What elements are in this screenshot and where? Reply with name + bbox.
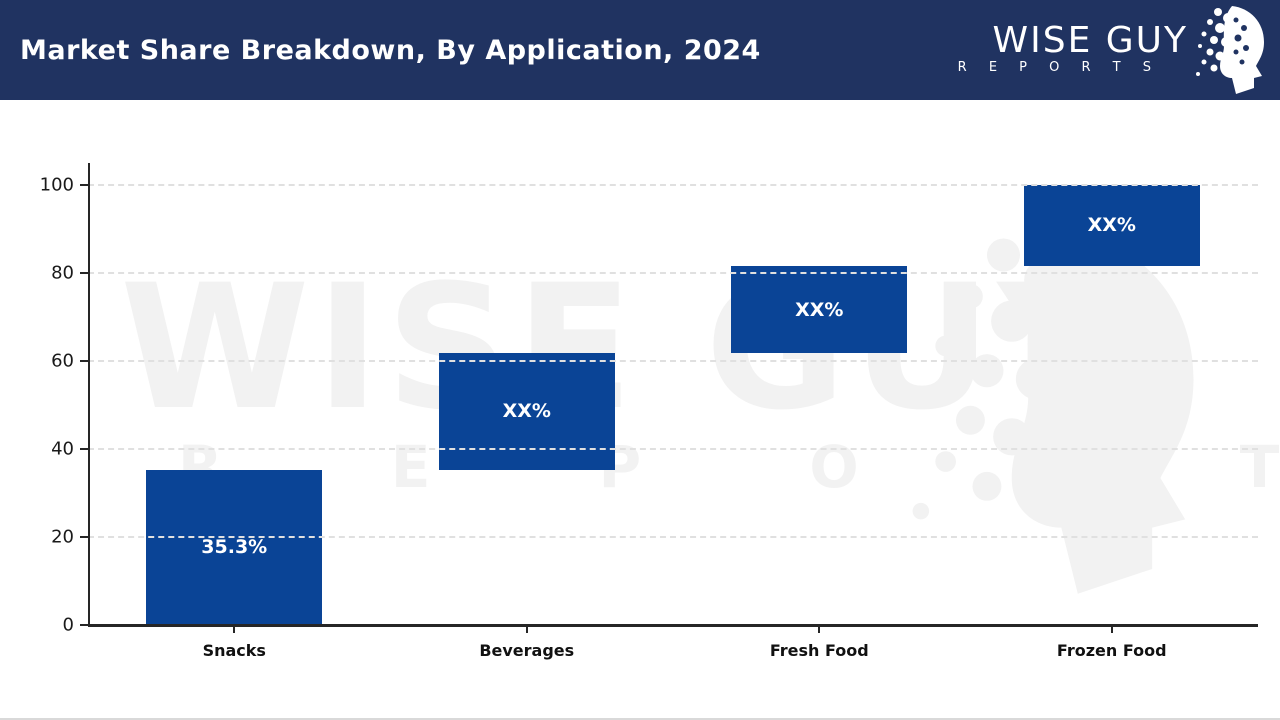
bar-value-label: XX%: [795, 298, 844, 321]
y-tick-mark-60: [80, 360, 88, 362]
y-tick-label-60: 60: [51, 350, 74, 372]
gridline-y-40: [88, 448, 1258, 450]
x-category-label: Beverages: [479, 641, 575, 660]
y-tick-mark-100: [80, 184, 88, 186]
bar-value-label: 35.3%: [201, 536, 268, 559]
y-tick-mark-20: [80, 536, 88, 538]
y-tick-mark-80: [80, 272, 88, 274]
gridline-y-20: [88, 536, 1258, 538]
y-tick-label-100: 100: [39, 174, 74, 196]
y-axis-line: [88, 163, 90, 627]
bar-beverages: [438, 353, 615, 470]
gridline-y-80: [88, 272, 1258, 274]
bar-value-label: XX%: [1087, 214, 1136, 237]
logo-wordmark: WISE GUY: [992, 20, 1188, 61]
dotted-head-icon: [1196, 6, 1264, 94]
gridline-y-60: [88, 360, 1258, 362]
x-category-label: Snacks: [202, 641, 266, 660]
bar-fresh-food: [731, 265, 908, 354]
x-axis-line: [88, 624, 1258, 627]
logo-text: WISE GUY R E P O R T S: [958, 23, 1188, 77]
x-tick-mark-0: [233, 625, 236, 633]
y-tick-label-0: 0: [62, 614, 74, 636]
bar-snacks: [146, 469, 323, 625]
x-tick-mark-3: [1110, 625, 1113, 633]
y-tick-label-40: 40: [51, 438, 74, 460]
page-title: Market Share Breakdown, By Application, …: [20, 34, 761, 66]
y-tick-mark-40: [80, 448, 88, 450]
x-tick-mark-2: [818, 625, 821, 633]
x-category-label: Frozen Food: [1056, 641, 1167, 660]
y-tick-mark-0: [80, 624, 88, 626]
wise-guy-reports-logo: WISE GUY R E P O R T S: [958, 4, 1280, 96]
y-tick-label-20: 20: [51, 526, 74, 548]
x-category-label: Fresh Food: [769, 641, 869, 660]
bar-frozen-food: [1023, 185, 1200, 266]
gridline-y-100: [88, 184, 1258, 186]
x-tick-mark-1: [525, 625, 528, 633]
header-bar: Market Share Breakdown, By Application, …: [0, 0, 1280, 100]
bar-value-label: XX%: [502, 400, 551, 423]
logo-subtitle: R E P O R T S: [957, 60, 1160, 75]
y-tick-label-80: 80: [51, 262, 74, 284]
